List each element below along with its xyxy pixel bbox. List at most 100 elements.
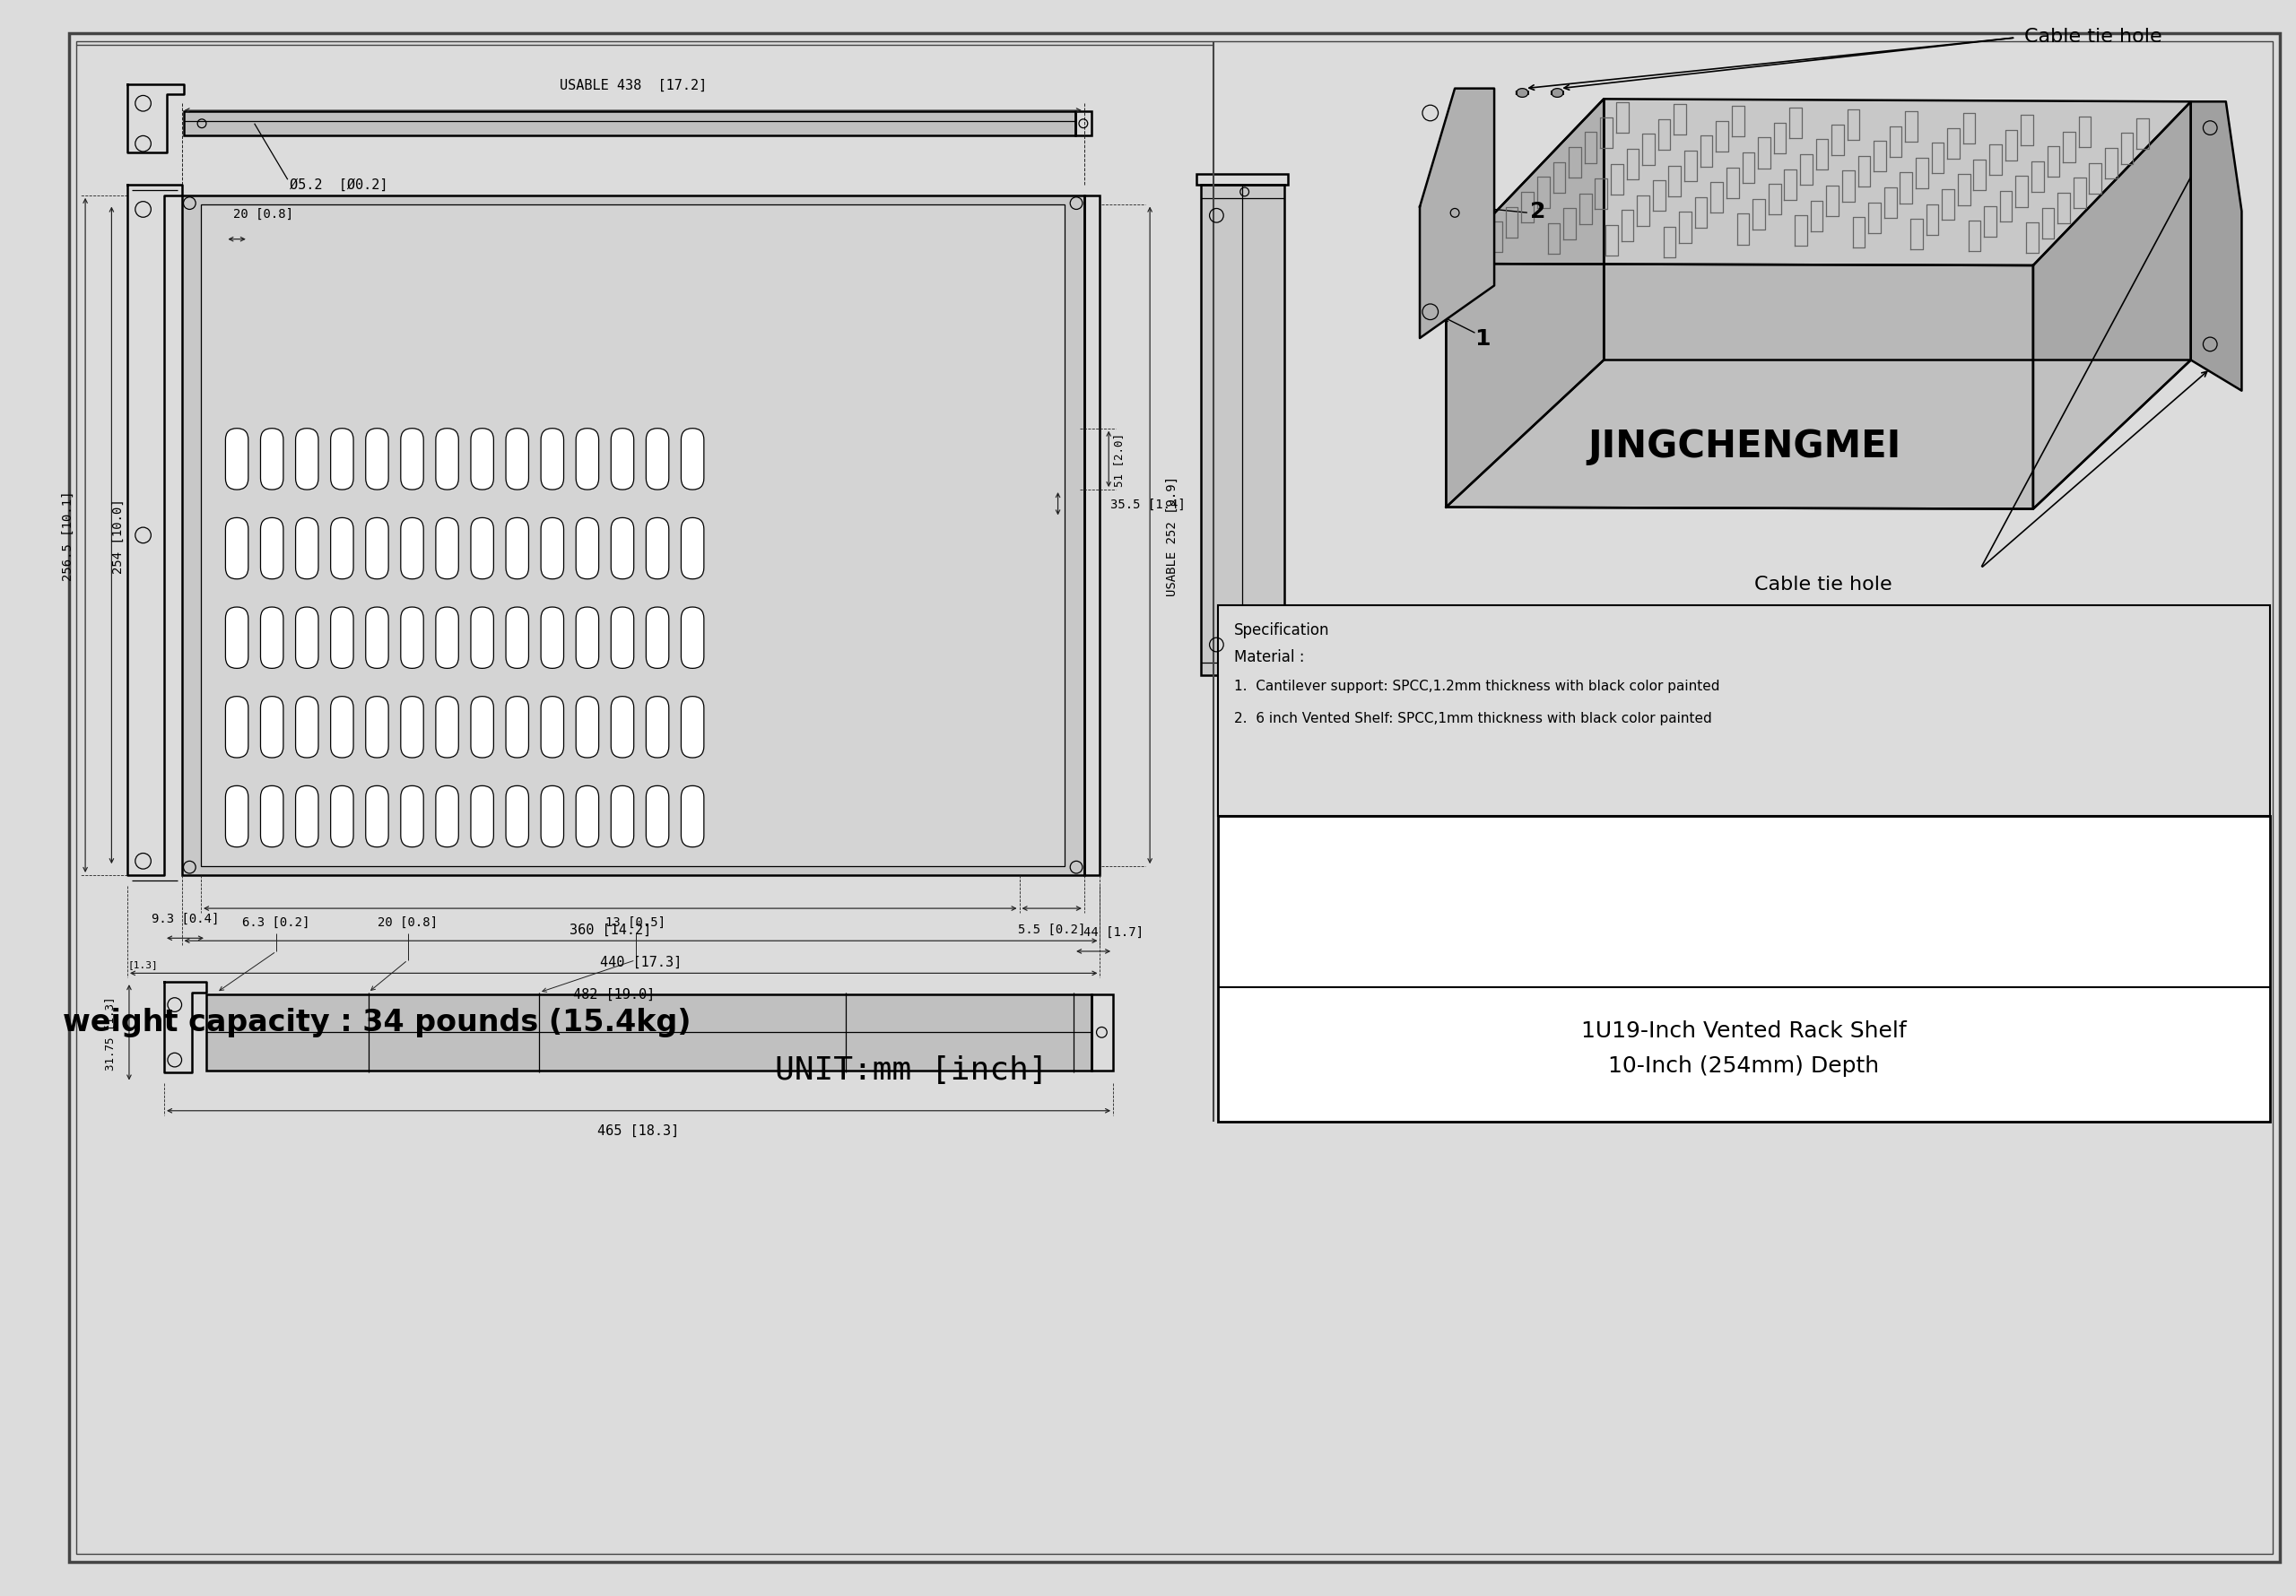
Bar — [207, 994, 1091, 1071]
Text: 51 [2.0]: 51 [2.0] — [1114, 433, 1125, 487]
FancyBboxPatch shape — [471, 519, 494, 579]
FancyBboxPatch shape — [296, 787, 319, 847]
Text: 360 [14.2]: 360 [14.2] — [569, 922, 652, 937]
FancyBboxPatch shape — [576, 519, 599, 579]
FancyBboxPatch shape — [576, 787, 599, 847]
Bar — [181, 196, 1084, 876]
Bar — [1201, 185, 1283, 675]
FancyBboxPatch shape — [259, 697, 282, 758]
Text: 13 [0.5]: 13 [0.5] — [606, 916, 666, 927]
FancyBboxPatch shape — [331, 787, 354, 847]
Bar — [1084, 196, 1100, 876]
FancyBboxPatch shape — [645, 608, 668, 669]
FancyBboxPatch shape — [365, 519, 388, 579]
FancyBboxPatch shape — [682, 787, 705, 847]
Text: USABLE 438  [17.2]: USABLE 438 [17.2] — [560, 78, 707, 93]
Text: 1.  Cantilever support: SPCC,1.2mm thickness with black color painted: 1. Cantilever support: SPCC,1.2mm thickn… — [1233, 680, 1720, 693]
FancyBboxPatch shape — [402, 787, 422, 847]
Text: JINGCHENGMEI: JINGCHENGMEI — [1587, 428, 1901, 466]
FancyBboxPatch shape — [682, 519, 705, 579]
FancyBboxPatch shape — [542, 697, 565, 758]
Text: [1.3]: [1.3] — [129, 961, 158, 969]
Text: 254 [10.0]: 254 [10.0] — [113, 498, 124, 573]
FancyBboxPatch shape — [436, 787, 459, 847]
FancyBboxPatch shape — [259, 787, 282, 847]
Text: Ø5.2  [Ø0.2]: Ø5.2 [Ø0.2] — [289, 179, 388, 192]
Polygon shape — [2034, 102, 2190, 509]
FancyBboxPatch shape — [1515, 89, 1529, 97]
Text: 35.5 [1.4]: 35.5 [1.4] — [1111, 498, 1185, 511]
Polygon shape — [1446, 101, 2190, 267]
Text: 20 [0.8]: 20 [0.8] — [234, 207, 294, 220]
Text: 44 [1.7]: 44 [1.7] — [1084, 926, 1143, 938]
Text: 1: 1 — [1474, 329, 1490, 350]
FancyBboxPatch shape — [682, 608, 705, 669]
FancyBboxPatch shape — [611, 608, 634, 669]
Text: UNIT:mm [inch]: UNIT:mm [inch] — [776, 1055, 1047, 1085]
Text: 440 [17.3]: 440 [17.3] — [599, 954, 682, 969]
FancyBboxPatch shape — [611, 519, 634, 579]
Text: 2: 2 — [1529, 201, 1545, 222]
FancyBboxPatch shape — [436, 519, 459, 579]
Text: USABLE 252 [9.9]: USABLE 252 [9.9] — [1166, 476, 1178, 595]
Text: Material :: Material : — [1233, 648, 1304, 664]
FancyBboxPatch shape — [576, 608, 599, 669]
Text: 1U19-Inch Vented Rack Shelf: 1U19-Inch Vented Rack Shelf — [1582, 1020, 1906, 1041]
Text: weight capacity : 34 pounds (15.4kg): weight capacity : 34 pounds (15.4kg) — [62, 1007, 691, 1036]
FancyBboxPatch shape — [611, 697, 634, 758]
Bar — [184, 112, 1075, 137]
FancyBboxPatch shape — [402, 519, 422, 579]
FancyBboxPatch shape — [645, 429, 668, 490]
FancyBboxPatch shape — [365, 697, 388, 758]
Text: 20 [0.8]: 20 [0.8] — [379, 916, 439, 927]
FancyBboxPatch shape — [505, 608, 528, 669]
FancyBboxPatch shape — [259, 608, 282, 669]
Text: 9.3 [0.4]: 9.3 [0.4] — [152, 911, 218, 924]
FancyBboxPatch shape — [296, 608, 319, 669]
FancyBboxPatch shape — [331, 429, 354, 490]
Text: 5.5 [0.2]: 5.5 [0.2] — [1017, 922, 1086, 935]
Bar — [1219, 606, 2271, 816]
FancyBboxPatch shape — [471, 429, 494, 490]
Polygon shape — [1446, 361, 2190, 509]
Bar — [1196, 176, 1288, 185]
FancyBboxPatch shape — [542, 608, 565, 669]
Text: 31.75 [1.3]: 31.75 [1.3] — [103, 996, 115, 1069]
Text: 10-Inch (254mm) Depth: 10-Inch (254mm) Depth — [1609, 1055, 1880, 1076]
FancyBboxPatch shape — [645, 787, 668, 847]
Polygon shape — [1419, 89, 1495, 338]
FancyBboxPatch shape — [436, 697, 459, 758]
FancyBboxPatch shape — [1552, 89, 1564, 97]
Text: 6.3 [0.2]: 6.3 [0.2] — [243, 916, 310, 927]
Text: 256.5 [10.1]: 256.5 [10.1] — [62, 490, 73, 581]
FancyBboxPatch shape — [682, 697, 705, 758]
FancyBboxPatch shape — [331, 519, 354, 579]
FancyBboxPatch shape — [436, 608, 459, 669]
FancyBboxPatch shape — [331, 608, 354, 669]
FancyBboxPatch shape — [225, 608, 248, 669]
FancyBboxPatch shape — [402, 608, 422, 669]
FancyBboxPatch shape — [576, 429, 599, 490]
FancyBboxPatch shape — [576, 697, 599, 758]
FancyBboxPatch shape — [542, 429, 565, 490]
Polygon shape — [2190, 102, 2241, 391]
FancyBboxPatch shape — [365, 429, 388, 490]
FancyBboxPatch shape — [259, 429, 282, 490]
FancyBboxPatch shape — [682, 429, 705, 490]
Polygon shape — [1446, 265, 2034, 509]
FancyBboxPatch shape — [436, 429, 459, 490]
FancyBboxPatch shape — [259, 519, 282, 579]
Bar — [1091, 994, 1114, 1071]
Text: Cable tie hole: Cable tie hole — [2025, 27, 2163, 46]
FancyBboxPatch shape — [225, 519, 248, 579]
FancyBboxPatch shape — [542, 519, 565, 579]
Bar — [1075, 112, 1091, 137]
FancyBboxPatch shape — [225, 787, 248, 847]
Text: 465 [18.3]: 465 [18.3] — [597, 1124, 680, 1136]
FancyBboxPatch shape — [471, 787, 494, 847]
FancyBboxPatch shape — [505, 787, 528, 847]
Text: Cable tie hole: Cable tie hole — [1754, 575, 1892, 592]
FancyBboxPatch shape — [296, 519, 319, 579]
FancyBboxPatch shape — [611, 429, 634, 490]
FancyBboxPatch shape — [611, 787, 634, 847]
